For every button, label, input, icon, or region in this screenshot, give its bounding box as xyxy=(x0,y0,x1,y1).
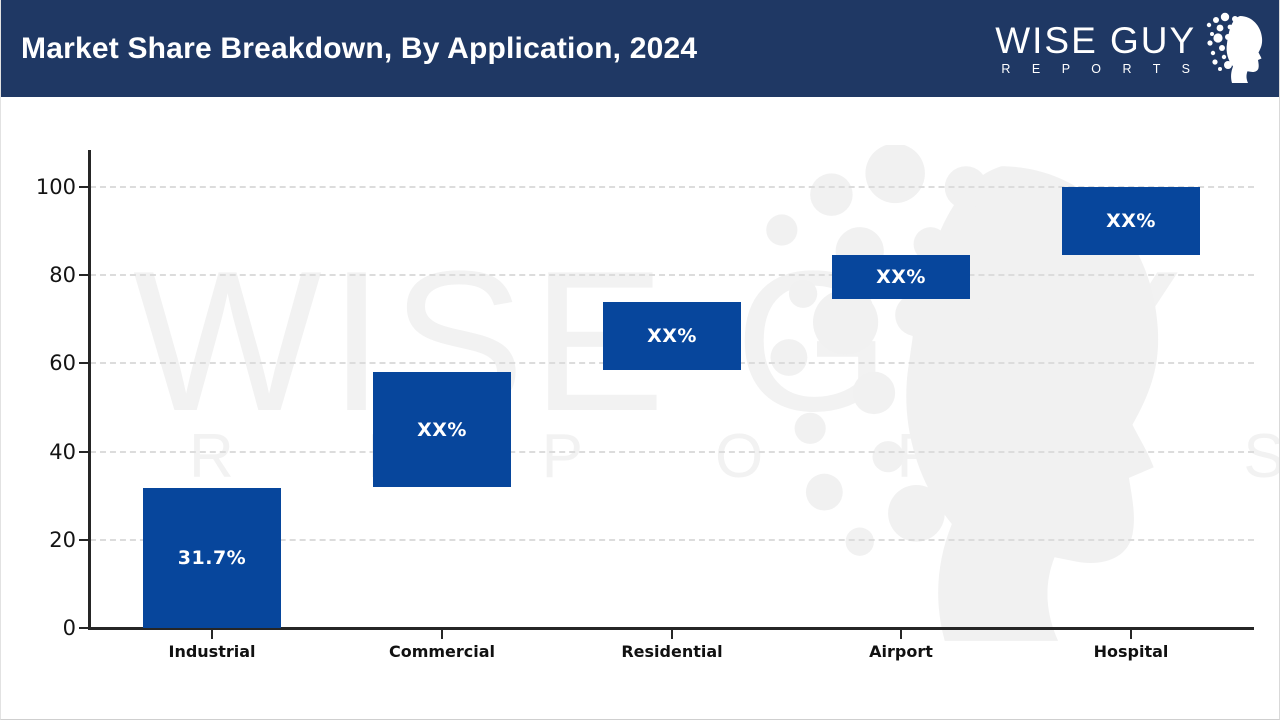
x-tick-mark xyxy=(671,630,673,639)
y-tick-label: 0 xyxy=(62,616,76,640)
x-axis-label: Airport xyxy=(869,642,933,661)
bar-value-label: XX% xyxy=(876,266,926,289)
y-tick-label: 80 xyxy=(49,263,76,288)
bar-value-label: XX% xyxy=(417,418,467,441)
logo-subtext: R E P O R T S xyxy=(1001,61,1199,76)
y-tick-mark xyxy=(79,627,88,629)
gridline xyxy=(90,450,1254,453)
y-tick-mark xyxy=(79,538,88,541)
y-tick-label: 40 xyxy=(49,439,76,464)
logo-wordmark: WISE GUY xyxy=(995,19,1197,61)
x-tick-mark xyxy=(441,630,443,639)
x-tick-mark xyxy=(1130,630,1132,639)
y-tick-mark xyxy=(79,274,88,277)
x-tick-mark xyxy=(900,630,902,639)
logo-text: WISE GUY R E P O R T S xyxy=(992,22,1199,76)
y-tick-mark xyxy=(79,450,88,453)
bar: XX% xyxy=(1062,187,1200,256)
gridline xyxy=(90,274,1254,277)
bar-value-label: XX% xyxy=(1106,210,1156,233)
y-tick-label: 20 xyxy=(49,527,76,552)
x-axis-spine xyxy=(88,627,1254,630)
y-tick-label: 60 xyxy=(49,351,76,376)
x-axis-label: Industrial xyxy=(168,642,256,661)
wiseguy-logo: WISE GUY R E P O R T S xyxy=(992,10,1267,88)
page-title: Market Share Breakdown, By Application, … xyxy=(21,31,698,65)
gridline xyxy=(90,186,1254,188)
bar: XX% xyxy=(832,255,970,300)
y-tick-mark xyxy=(79,186,88,188)
x-axis-label: Residential xyxy=(621,642,723,661)
bar: XX% xyxy=(603,301,741,370)
logo-head-icon xyxy=(1206,12,1263,83)
bar-value-label: XX% xyxy=(647,324,697,347)
y-tick-mark xyxy=(79,362,88,365)
header: Market Share Breakdown, By Application, … xyxy=(1,0,1279,97)
bar-value-label: 31.7% xyxy=(177,547,247,570)
plot: 0 20 40 60 80 100 Industrial Commercial Resident… xyxy=(1,97,1279,719)
bar: XX% xyxy=(373,372,511,487)
x-axis-label: Commercial xyxy=(388,642,496,661)
x-axis-label: Hospital xyxy=(1093,642,1169,661)
gridline xyxy=(90,538,1254,541)
y-tick-label: 100 xyxy=(35,175,76,199)
y-axis-spine xyxy=(88,150,91,630)
bar: 31.7% xyxy=(143,488,281,628)
x-tick-mark xyxy=(211,630,213,639)
